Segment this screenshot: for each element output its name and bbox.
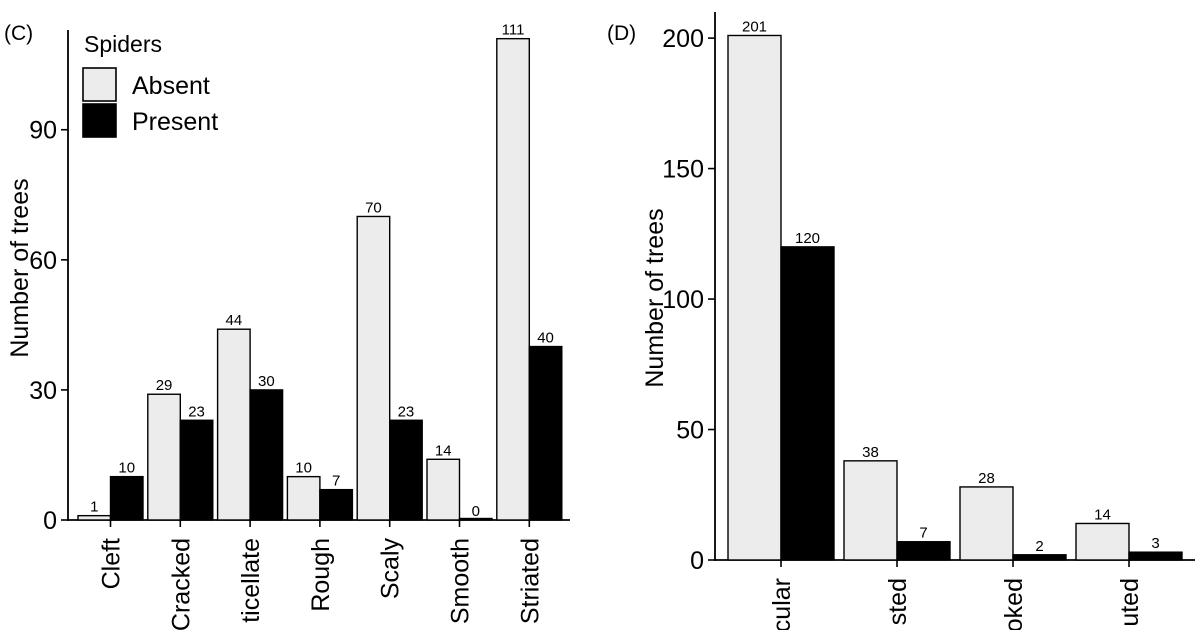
panel-c-y-tick-label-30: 30 (29, 377, 57, 405)
panel-d-x-tick-label-twisted: sted (884, 578, 912, 625)
panel-c-bar-rough-absent (286, 475, 321, 521)
panel-c-y-axis-label: Number of trees (6, 178, 34, 357)
panel-c-bar-cleft-present (109, 475, 144, 521)
panel-d-label: (D) (607, 22, 636, 45)
panel-c-bar-smooth-present (458, 517, 493, 521)
panel-c-x-tick-label-scaly: Scaly (377, 538, 405, 600)
panel-c-label: (C) (4, 22, 33, 45)
panel-c-bar-scaly-present (389, 419, 423, 521)
panel-c-x-tick-label-rough: Rough (307, 538, 335, 612)
panel-c-data-label-cleft-absent: 1 (90, 499, 98, 516)
panel-c-data-label-striated-present: 40 (537, 330, 554, 347)
panel-c-legend: Spiders Absent Present (82, 31, 218, 138)
panel-c-x-tick-label-smooth: Smooth (447, 538, 475, 624)
panel-d-data-label-fluted-present: 3 (1151, 535, 1159, 552)
panel-c-bar-striated-present (528, 345, 563, 521)
panel-d-x-tick-label-circular: cular (768, 578, 796, 630)
panel-d-data-label-twisted-absent: 38 (862, 444, 879, 461)
panel-c-bar-cleft-absent (77, 514, 112, 521)
panel-d-y-tick-label-100: 100 (662, 286, 704, 314)
panel-d-data-label-circular-absent: 201 (742, 18, 767, 35)
panel-d-bar-crooked-absent (959, 486, 1014, 561)
panel-c-bar-cracked-absent (147, 393, 182, 521)
panel-d-bar-circular-present (780, 246, 835, 561)
panel-d-y-tick-label-200: 200 (662, 25, 704, 53)
panel-d-y-tick-label-150: 150 (662, 156, 704, 184)
panel-d-x-tick-label-fluted: uted (1116, 578, 1144, 627)
panel-d-bar-circular-absent (727, 34, 782, 561)
panel-c-bar-striated-absent (496, 37, 530, 521)
panel-c-plot: 0 30 60 90 1 10 Cleft 29 23 Cracked 44 30 ticellate 1… (29, 22, 570, 631)
panel-d-plot: 0 50 100 150 200 201 120 cular 38 7 sted 28 2 oked 14 3… (662, 12, 1195, 632)
panel-c-bar-reticellate-present (249, 389, 284, 521)
panel-d-bar-fluted-present (1128, 551, 1183, 561)
panel-c-x-tick-label-striated: Striated (516, 538, 544, 624)
panel-d-bar-twisted-present (896, 541, 951, 561)
panel-c-data-label-scaly-absent: 70 (365, 199, 382, 216)
panel-c-data-label-cracked-present: 23 (188, 403, 205, 420)
panel-c-x-tick-label-cracked: Cracked (167, 538, 195, 630)
panel-c-bar-cracked-present (179, 419, 214, 521)
panel-c-data-label-smooth-present: 0 (472, 503, 480, 520)
panel-c-data-label-smooth-absent: 14 (435, 442, 452, 459)
panel-c-data-label-reticellate-present: 30 (258, 373, 275, 390)
legend-title: Spiders (84, 31, 162, 57)
legend-swatch-absent (82, 67, 117, 102)
panel-c-bar-reticellate-absent (216, 328, 251, 521)
panel-c-data-label-cleft-present: 10 (118, 460, 135, 477)
panel-d-data-label-circular-present: 120 (795, 230, 820, 247)
panel-c-data-label-scaly-present: 23 (398, 403, 415, 420)
panel-c-data-label-cracked-absent: 29 (156, 377, 173, 394)
panel-c-data-label-reticellate-absent: 44 (226, 312, 243, 329)
panel-c-data-label-rough-present: 7 (332, 473, 340, 490)
panel-c-data-label-rough-absent: 10 (295, 460, 312, 477)
panel-d-y-tick-label-50: 50 (676, 417, 704, 445)
panel-d-data-label-crooked-absent: 28 (978, 470, 995, 487)
legend-label-absent: Absent (132, 72, 210, 100)
panel-d-data-label-crooked-present: 2 (1035, 538, 1043, 555)
panel-d-bar-twisted-absent (843, 460, 898, 561)
legend-swatch-present (82, 103, 117, 138)
panel-c-bar-scaly-absent (356, 215, 391, 521)
panel-d-x-tick-label-crooked: oked (1000, 578, 1028, 630)
panel-c-y-tick-label-60: 60 (29, 247, 57, 275)
panel-c-y-tick-label-0: 0 (43, 507, 57, 535)
panel-d-data-label-fluted-absent: 14 (1094, 506, 1111, 523)
panel-d-bar-crooked-present (1012, 554, 1067, 561)
panel-c-x-tick-label-cleft: Cleft (98, 538, 126, 589)
panel-c-bar-smooth-absent (426, 458, 461, 521)
panel-c-data-label-striated-absent: 111 (502, 22, 525, 39)
panel-c-bar-rough-present (319, 488, 354, 521)
panel-d-y-tick-label-0: 0 (690, 547, 704, 575)
panel-c-y-tick-label-90: 90 (29, 117, 57, 145)
panel-c-x-tick-label-reticellate: ticellate (237, 538, 265, 623)
panel-d-data-label-twisted-present: 7 (919, 525, 927, 542)
legend-label-present: Present (132, 108, 218, 136)
panel-d-y-axis-label: Number of trees (641, 208, 669, 387)
panel-d-bar-fluted-absent (1075, 522, 1130, 561)
